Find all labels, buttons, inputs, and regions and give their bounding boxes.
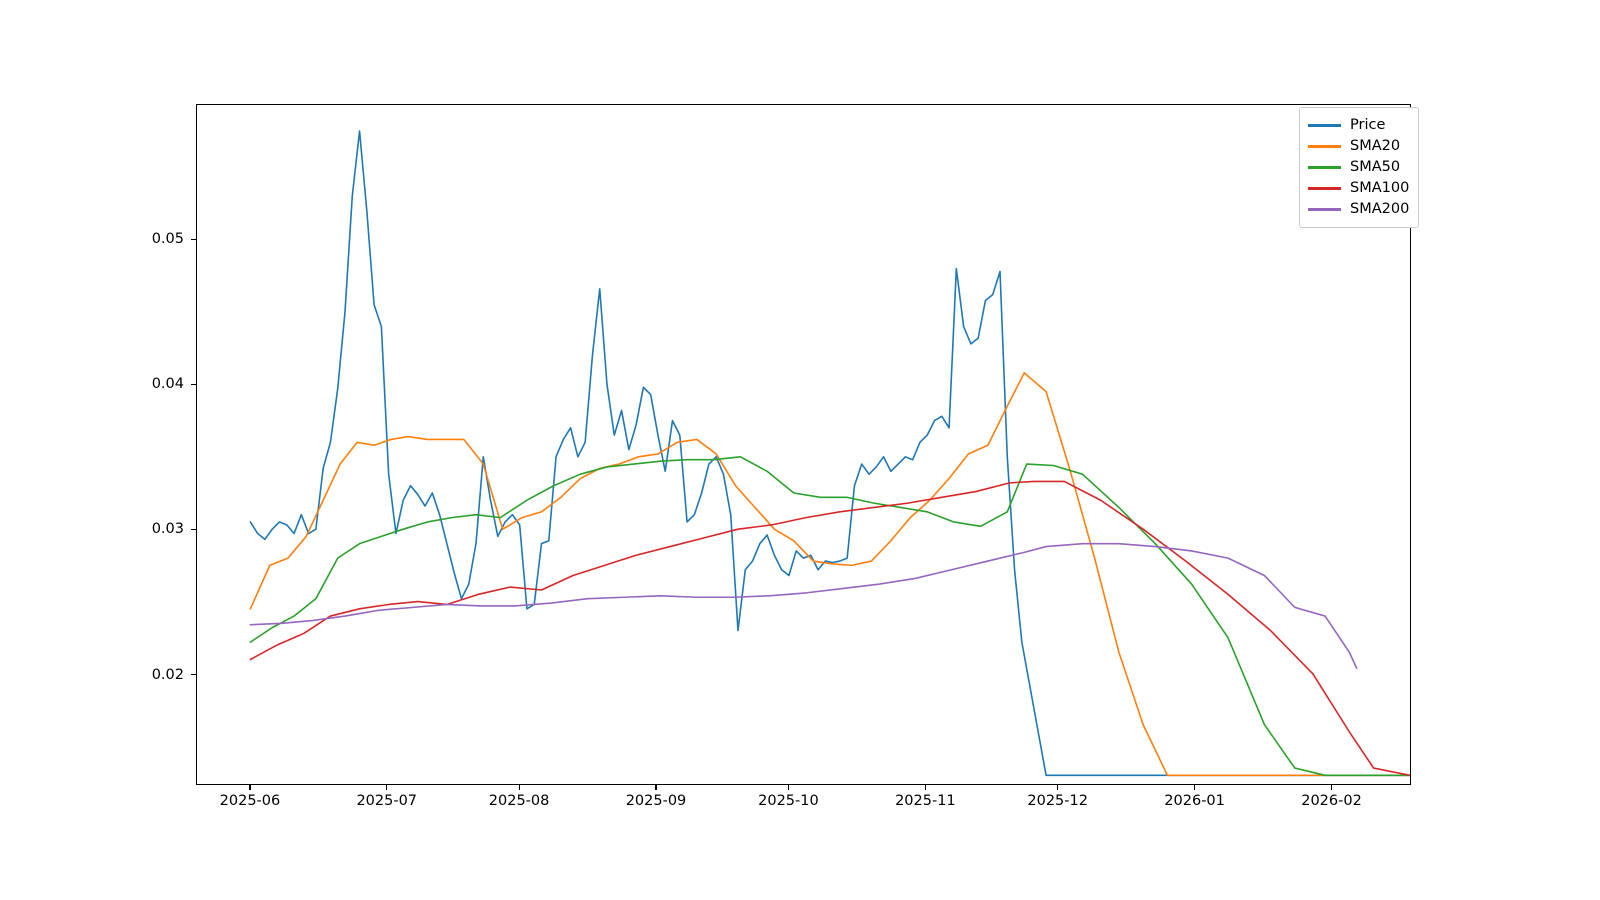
x-tick-label: 2025-12 bbox=[1027, 793, 1088, 809]
series-line-sma100 bbox=[249, 480, 1410, 777]
series-line-sma50 bbox=[249, 456, 1410, 777]
x-tick-mark bbox=[386, 785, 388, 790]
x-tick-label: 2025-06 bbox=[219, 793, 281, 809]
legend-item-sma50[interactable]: SMA50 bbox=[1308, 157, 1409, 178]
x-tick-mark bbox=[655, 785, 657, 790]
legend-label: SMA100 bbox=[1350, 180, 1410, 197]
legend-item-sma100[interactable]: SMA100 bbox=[1308, 178, 1409, 199]
legend-label: SMA200 bbox=[1350, 201, 1410, 218]
y-tick-mark bbox=[191, 528, 196, 531]
x-tick-mark bbox=[1057, 785, 1059, 790]
legend-color-swatch bbox=[1308, 187, 1341, 190]
x-tick-label: 2025-10 bbox=[758, 793, 819, 809]
series-line-sma200 bbox=[249, 542, 1358, 669]
x-tick-mark bbox=[518, 785, 520, 790]
y-tick-label: 0.03 bbox=[151, 521, 184, 538]
legend-item-sma20[interactable]: SMA20 bbox=[1308, 136, 1409, 157]
legend-item-price[interactable]: Price bbox=[1308, 115, 1409, 136]
plot-area bbox=[196, 104, 1411, 785]
chart-legend: Price SMA20 SMA50 SMA100 SMA200 bbox=[1299, 107, 1420, 228]
x-tick-mark bbox=[1194, 785, 1196, 790]
x-tick-mark bbox=[249, 785, 251, 790]
legend-color-swatch bbox=[1308, 208, 1341, 211]
x-tick-label: 2025-09 bbox=[625, 793, 687, 809]
y-tick-label: 0.04 bbox=[151, 376, 184, 393]
legend-color-swatch bbox=[1308, 145, 1341, 148]
x-tick-label: 2026-02 bbox=[1301, 793, 1362, 809]
legend-color-swatch bbox=[1308, 166, 1341, 169]
x-tick-label: 2026-01 bbox=[1164, 793, 1225, 809]
x-tick-mark bbox=[1331, 785, 1333, 790]
y-tick-mark bbox=[191, 674, 196, 676]
series-line-price bbox=[249, 130, 1410, 777]
legend-color-swatch bbox=[1308, 124, 1341, 127]
y-tick-mark bbox=[191, 238, 196, 240]
x-tick-mark bbox=[787, 785, 790, 790]
y-tick-label: 0.02 bbox=[151, 666, 184, 683]
legend-label: SMA50 bbox=[1350, 159, 1401, 176]
x-tick-label: 2025-08 bbox=[488, 793, 550, 809]
x-tick-label: 2025-07 bbox=[356, 793, 418, 809]
legend-label: SMA20 bbox=[1350, 138, 1401, 155]
series-line-sma20 bbox=[249, 372, 1410, 777]
x-tick-label: 2025-11 bbox=[895, 793, 956, 809]
y-tick-mark bbox=[191, 383, 196, 385]
chart-lines bbox=[249, 130, 1410, 777]
y-tick-label: 0.05 bbox=[151, 231, 184, 248]
legend-item-sma200[interactable]: SMA200 bbox=[1308, 199, 1409, 220]
legend-label: Price bbox=[1350, 117, 1386, 134]
x-tick-mark bbox=[924, 785, 926, 790]
